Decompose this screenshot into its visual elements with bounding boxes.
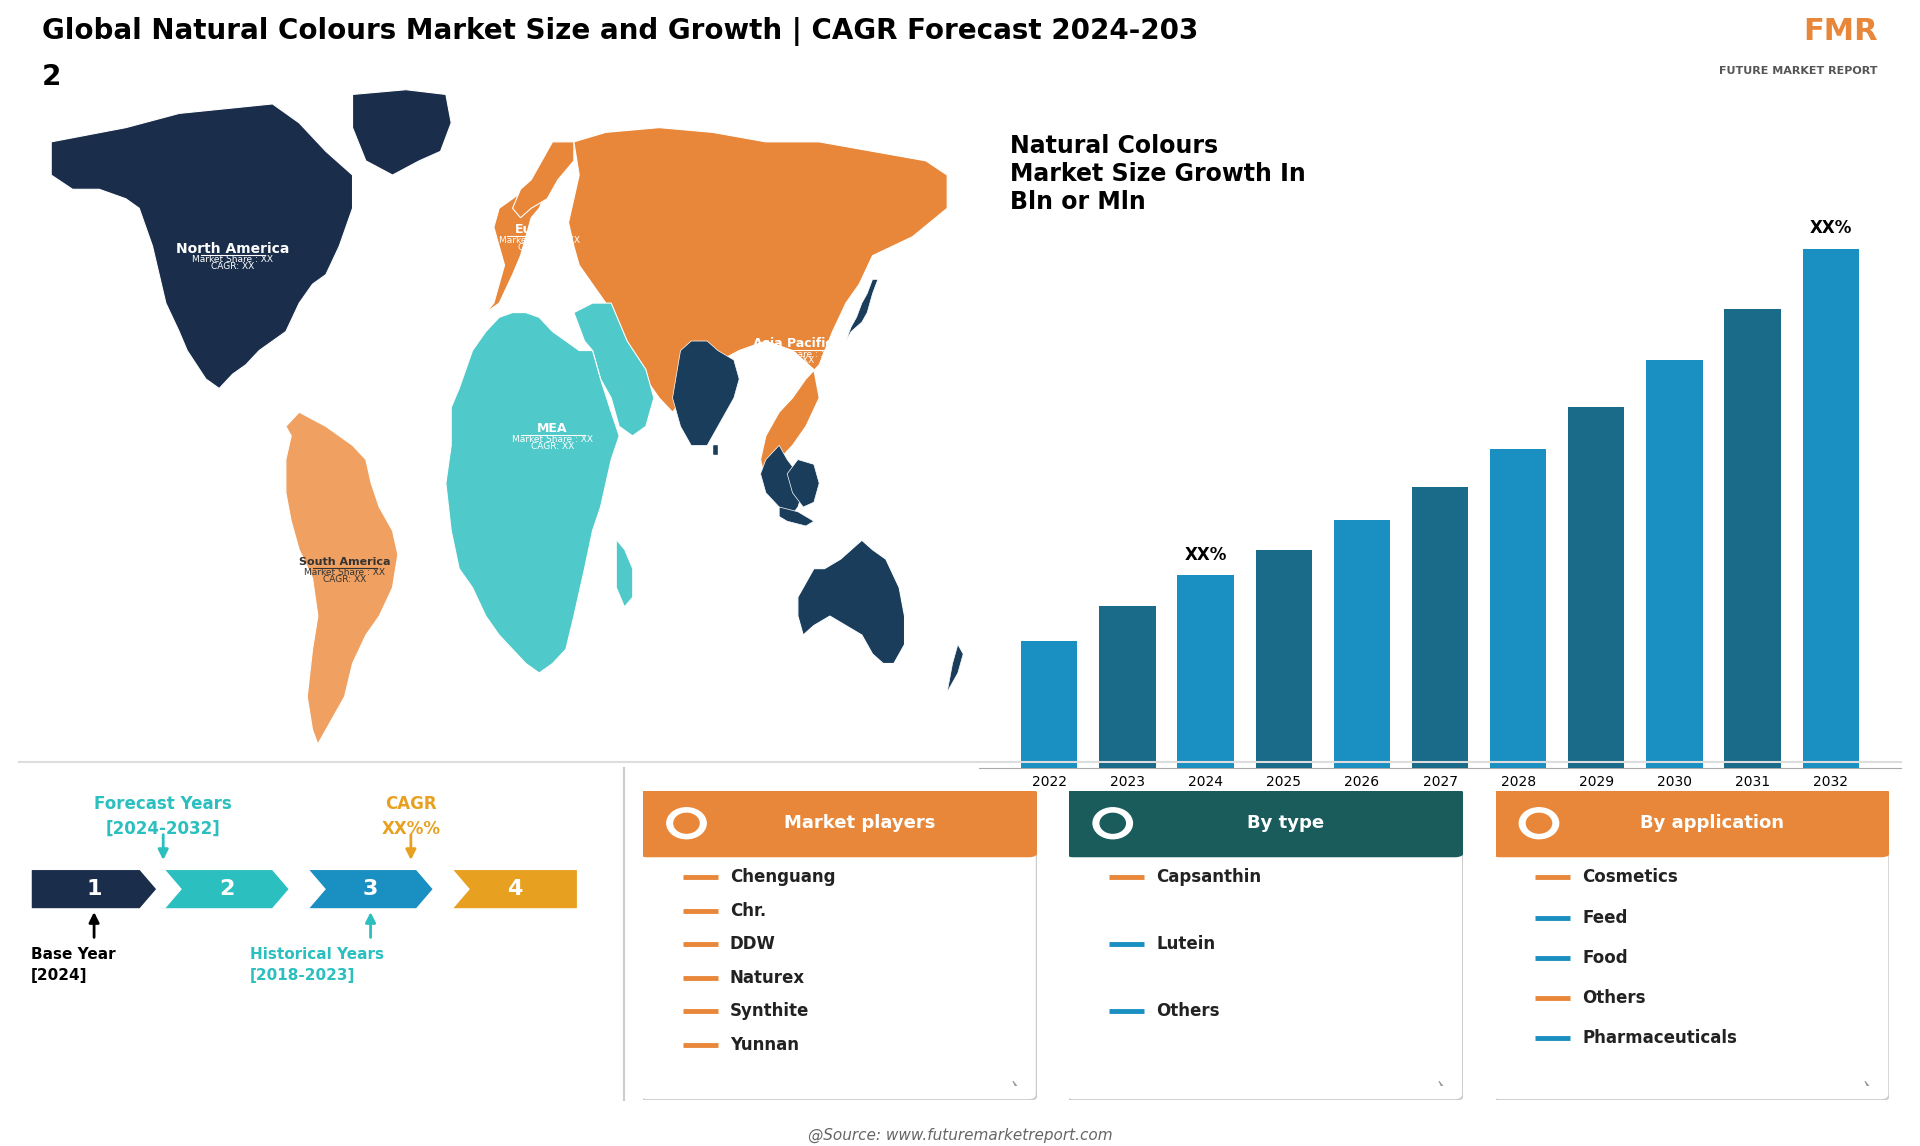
Text: Others: Others: [1156, 1003, 1219, 1020]
Polygon shape: [286, 413, 397, 744]
Text: DDW: DDW: [730, 935, 776, 953]
Polygon shape: [52, 104, 353, 388]
Text: CAGR: XX: CAGR: XX: [211, 261, 253, 270]
Bar: [1645, 360, 1703, 768]
Polygon shape: [947, 644, 964, 692]
FancyBboxPatch shape: [1492, 849, 1889, 1100]
Text: Chenguang: Chenguang: [730, 869, 835, 886]
Bar: [1803, 249, 1859, 768]
Polygon shape: [472, 142, 580, 313]
Polygon shape: [353, 89, 451, 175]
Text: 4: 4: [507, 879, 522, 900]
Circle shape: [666, 808, 707, 839]
Polygon shape: [799, 540, 904, 664]
Text: CAGR: XX: CAGR: XX: [532, 442, 574, 450]
Text: [2018-2023]: [2018-2023]: [250, 968, 355, 983]
Text: Asia Pacific: Asia Pacific: [753, 337, 833, 350]
Text: Chr.: Chr.: [730, 902, 766, 920]
Text: Cosmetics: Cosmetics: [1582, 869, 1678, 886]
Text: 2: 2: [42, 63, 61, 91]
FancyBboxPatch shape: [1064, 790, 1465, 857]
Text: Yunnan: Yunnan: [730, 1036, 799, 1054]
FancyBboxPatch shape: [639, 849, 1037, 1100]
FancyBboxPatch shape: [1490, 790, 1891, 857]
Bar: [1724, 309, 1780, 768]
Bar: [1256, 550, 1311, 768]
Text: Market Share : XX: Market Share : XX: [192, 254, 273, 264]
Text: ‵: ‵: [1010, 1057, 1018, 1084]
Text: Naturex: Naturex: [730, 968, 804, 987]
Polygon shape: [847, 280, 877, 342]
Text: Market Share : XX: Market Share : XX: [499, 236, 580, 245]
Text: [2024]: [2024]: [31, 968, 86, 983]
FancyBboxPatch shape: [1066, 849, 1463, 1100]
Polygon shape: [760, 446, 806, 521]
Text: ‵: ‵: [1436, 1057, 1444, 1084]
Text: Europe: Europe: [515, 223, 564, 236]
Polygon shape: [445, 313, 618, 673]
Text: FMR: FMR: [1803, 17, 1878, 46]
Text: North America: North America: [177, 242, 290, 256]
FancyBboxPatch shape: [637, 790, 1039, 857]
Text: XX%: XX%: [1185, 547, 1227, 564]
Polygon shape: [787, 460, 820, 507]
Polygon shape: [780, 507, 814, 526]
Text: CAGR: XX: CAGR: XX: [518, 243, 561, 252]
Circle shape: [1100, 814, 1125, 833]
Bar: [1490, 448, 1546, 768]
Text: FUTURE MARKET REPORT: FUTURE MARKET REPORT: [1718, 66, 1878, 77]
Polygon shape: [616, 540, 632, 606]
Text: Natural Colours
Market Size Growth In
Bln or Mln: Natural Colours Market Size Growth In Bl…: [1010, 134, 1306, 214]
Bar: [1334, 519, 1390, 768]
Bar: [1177, 575, 1235, 768]
Bar: [1569, 407, 1624, 768]
Text: Global Natural Colours Market Size and Growth | CAGR Forecast 2024-203: Global Natural Colours Market Size and G…: [42, 17, 1198, 46]
Text: XX%: XX%: [1809, 219, 1853, 237]
Text: Others: Others: [1582, 989, 1645, 1007]
Circle shape: [1526, 814, 1551, 833]
Polygon shape: [568, 127, 947, 484]
Text: XX%%: XX%%: [382, 819, 440, 838]
Polygon shape: [307, 869, 434, 909]
Polygon shape: [574, 303, 655, 435]
Polygon shape: [712, 446, 718, 455]
Text: Forecast Years: Forecast Years: [94, 795, 232, 813]
Text: CAGR: CAGR: [386, 795, 436, 813]
Bar: [1411, 487, 1469, 768]
Text: Lutein: Lutein: [1156, 935, 1215, 953]
Circle shape: [674, 814, 699, 833]
Polygon shape: [31, 869, 157, 909]
Text: South America: South America: [300, 557, 390, 566]
Text: 1: 1: [86, 879, 102, 900]
Text: Food: Food: [1582, 949, 1628, 967]
Text: Base Year: Base Year: [31, 947, 115, 961]
Bar: [1021, 641, 1077, 768]
Bar: [1100, 606, 1156, 768]
Text: By application: By application: [1640, 814, 1784, 832]
Text: @Source: www.futuremarketreport.com: @Source: www.futuremarketreport.com: [808, 1129, 1112, 1144]
Text: Synthite: Synthite: [730, 1003, 808, 1020]
Text: Capsanthin: Capsanthin: [1156, 869, 1261, 886]
Text: ‵: ‵: [1862, 1057, 1870, 1084]
Text: 3: 3: [363, 879, 378, 900]
Polygon shape: [451, 869, 578, 909]
Text: Market Share : XX: Market Share : XX: [753, 350, 833, 359]
Text: CAGR: XX: CAGR: XX: [772, 356, 814, 366]
Text: [2024-2032]: [2024-2032]: [106, 819, 221, 838]
Polygon shape: [513, 142, 574, 218]
Polygon shape: [163, 869, 290, 909]
Text: MEA: MEA: [538, 422, 568, 435]
Text: Pharmaceuticals: Pharmaceuticals: [1582, 1029, 1738, 1047]
Text: Feed: Feed: [1582, 909, 1628, 927]
Circle shape: [1519, 808, 1559, 839]
Text: Historical Years: Historical Years: [250, 947, 384, 961]
Text: 2: 2: [219, 879, 234, 900]
Text: Market players: Market players: [783, 814, 935, 832]
Polygon shape: [672, 342, 739, 446]
Text: Market Share : XX: Market Share : XX: [303, 568, 386, 576]
Text: By type: By type: [1248, 814, 1325, 832]
Circle shape: [1092, 808, 1133, 839]
Text: CAGR: XX: CAGR: XX: [323, 574, 367, 583]
Text: Market Share : XX: Market Share : XX: [513, 435, 593, 445]
